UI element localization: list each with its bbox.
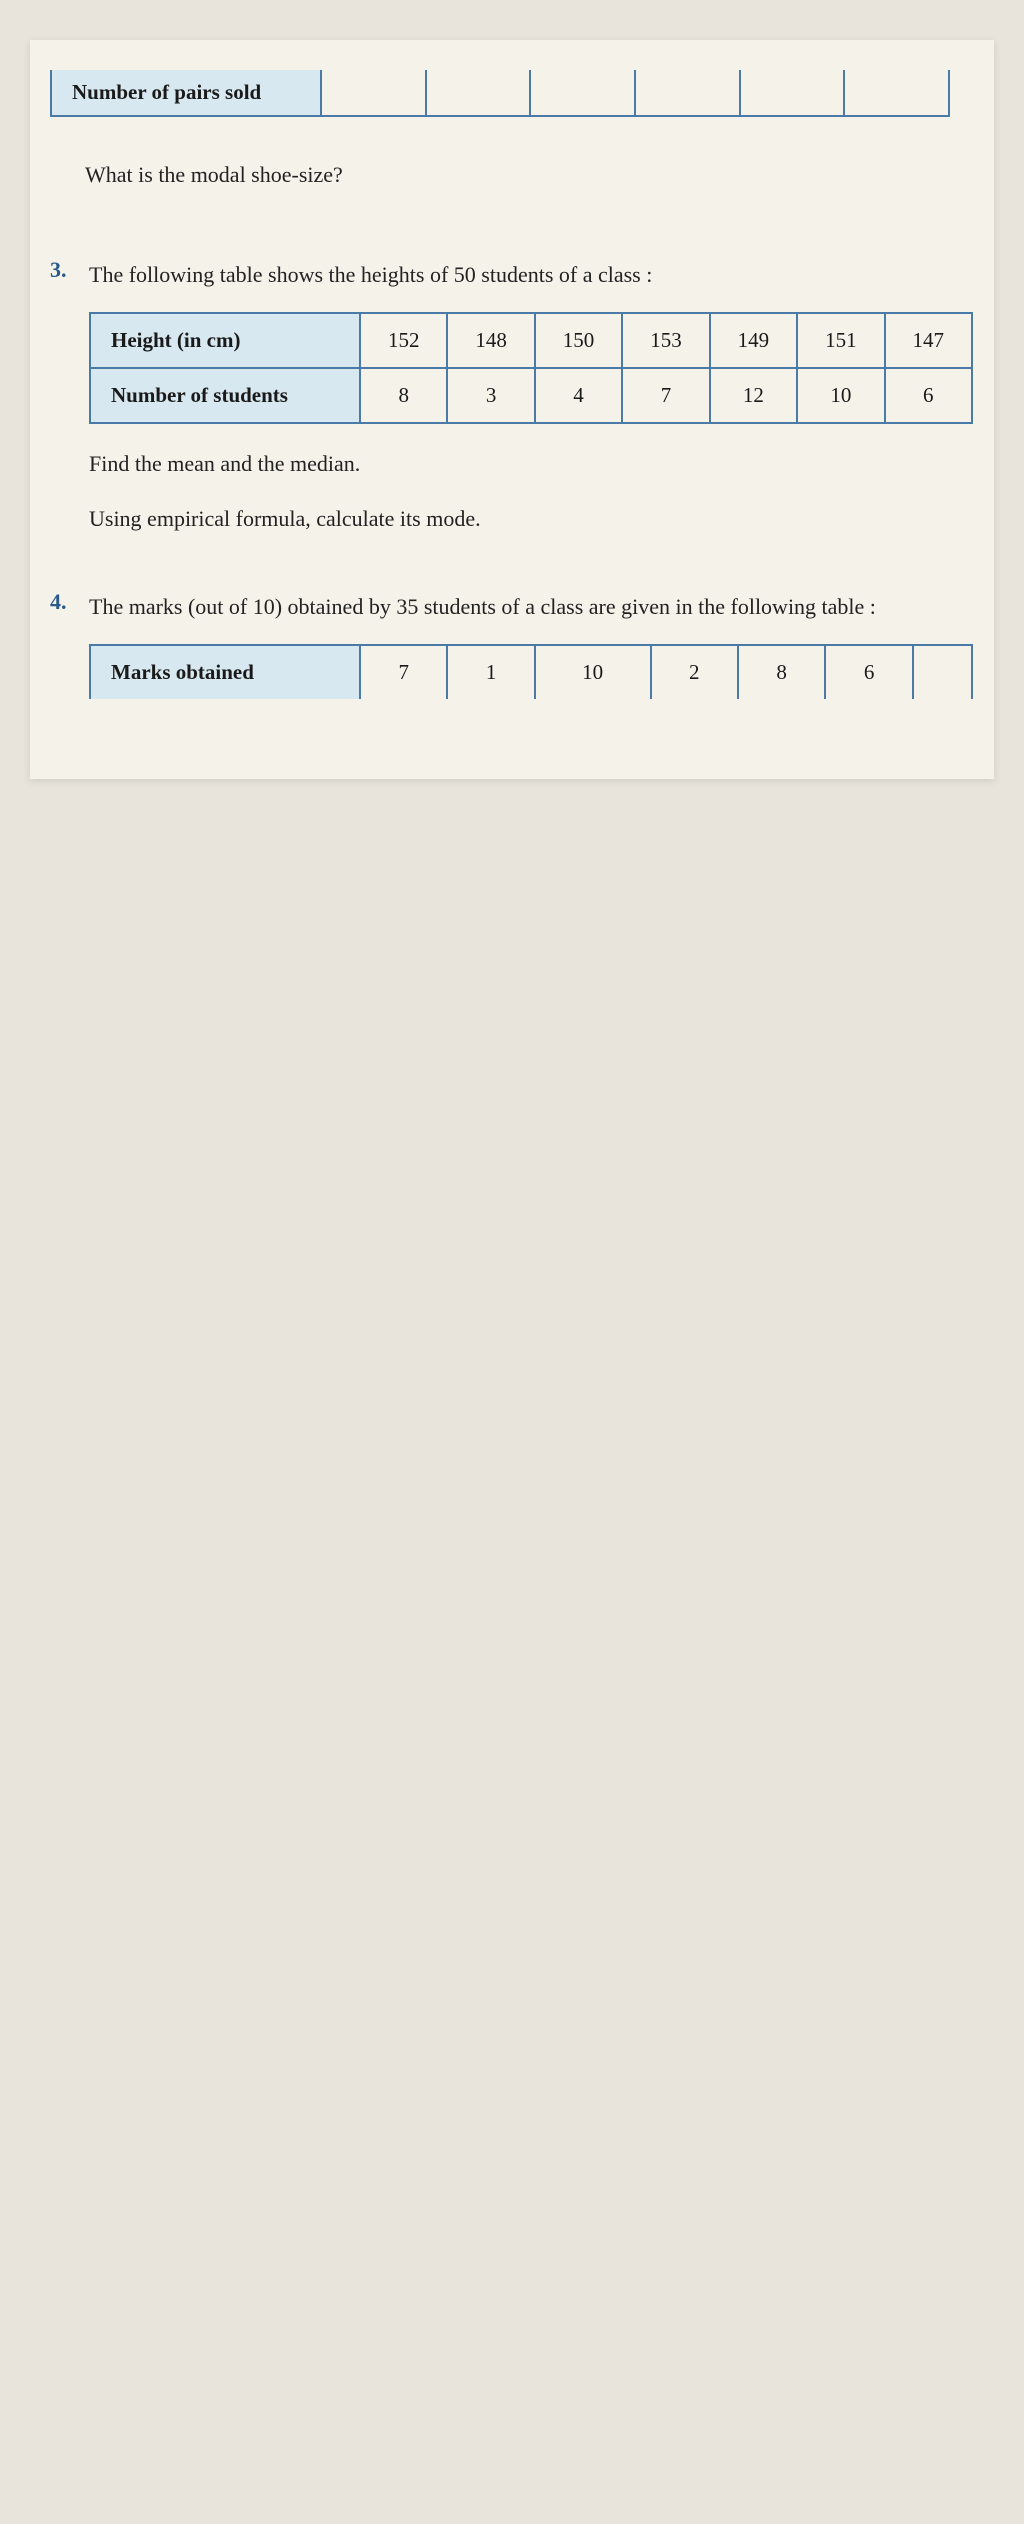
partial-row-label: Number of pairs sold bbox=[51, 70, 321, 116]
height-table: Height (in cm) 152 148 150 153 149 151 1… bbox=[89, 312, 973, 424]
marks-cell bbox=[913, 645, 972, 699]
height-cell: 147 bbox=[885, 313, 972, 368]
marks-row: Marks obtained 7 1 10 2 8 6 bbox=[90, 645, 972, 699]
partial-cell bbox=[635, 70, 740, 116]
q3-instruction-2: Using empirical formula, calculate its m… bbox=[89, 499, 973, 539]
q3-instruction-1: Find the mean and the median. bbox=[89, 444, 973, 484]
marks-cell: 8 bbox=[738, 645, 825, 699]
marks-cell: 2 bbox=[651, 645, 738, 699]
marks-table: Marks obtained 7 1 10 2 8 6 bbox=[89, 644, 973, 699]
students-cell: 6 bbox=[885, 368, 972, 423]
marks-cell: 1 bbox=[447, 645, 534, 699]
modal-shoe-text: What is the modal shoe-size? bbox=[85, 157, 969, 192]
students-cell: 3 bbox=[447, 368, 534, 423]
students-cell: 4 bbox=[535, 368, 622, 423]
marks-cell: 7 bbox=[360, 645, 447, 699]
students-cell: 10 bbox=[797, 368, 884, 423]
marks-partial-table-wrap: Marks obtained 7 1 10 2 8 6 bbox=[89, 644, 973, 699]
students-cell: 7 bbox=[622, 368, 709, 423]
marks-row-label: Marks obtained bbox=[90, 645, 360, 699]
marks-cell: 6 bbox=[825, 645, 912, 699]
students-row-label: Number of students bbox=[90, 368, 360, 423]
marks-cell: 10 bbox=[535, 645, 651, 699]
q3-intro: The following table shows the heights of… bbox=[89, 257, 973, 292]
question-3: 3. The following table shows the heights… bbox=[50, 257, 974, 538]
students-cell: 8 bbox=[360, 368, 447, 423]
question-modal-shoe: What is the modal shoe-size? bbox=[50, 157, 974, 207]
height-cell: 152 bbox=[360, 313, 447, 368]
height-cell: 149 bbox=[710, 313, 797, 368]
q3-number: 3. bbox=[50, 257, 85, 283]
partial-cell bbox=[740, 70, 845, 116]
height-cell: 150 bbox=[535, 313, 622, 368]
height-cell: 151 bbox=[797, 313, 884, 368]
partial-cell bbox=[426, 70, 531, 116]
q4-intro: The marks (out of 10) obtained by 35 stu… bbox=[89, 589, 973, 624]
students-cell: 12 bbox=[710, 368, 797, 423]
height-row-label: Height (in cm) bbox=[90, 313, 360, 368]
height-cell: 153 bbox=[622, 313, 709, 368]
partial-cell bbox=[321, 70, 426, 116]
partial-top-table: Number of pairs sold bbox=[50, 70, 974, 117]
question-4: 4. The marks (out of 10) obtained by 35 … bbox=[50, 589, 974, 699]
height-row: Height (in cm) 152 148 150 153 149 151 1… bbox=[90, 313, 972, 368]
partial-cell bbox=[530, 70, 635, 116]
page-content: Number of pairs sold What is the modal s… bbox=[30, 40, 994, 779]
q4-number: 4. bbox=[50, 589, 85, 615]
height-cell: 148 bbox=[447, 313, 534, 368]
shoe-size-partial-table: Number of pairs sold bbox=[50, 70, 950, 117]
partial-cell bbox=[844, 70, 949, 116]
students-row: Number of students 8 3 4 7 12 10 6 bbox=[90, 368, 972, 423]
